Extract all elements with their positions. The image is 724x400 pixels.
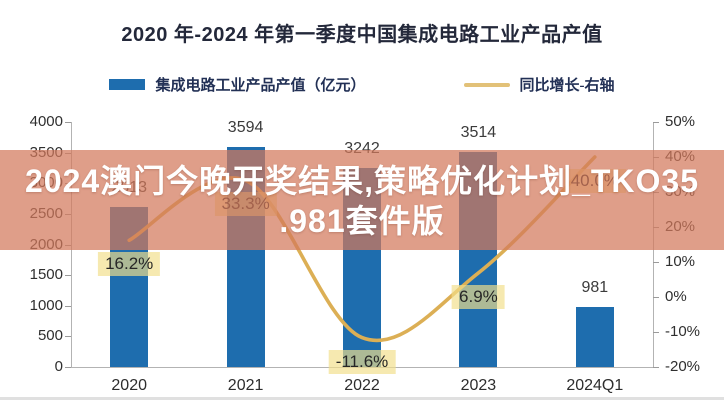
overlay-text-line2: .981套件版 — [279, 203, 445, 239]
y-axis-left-tick — [65, 122, 71, 123]
y-axis-left-tick — [65, 305, 71, 307]
y-axis-left-tick-label: 1500 — [29, 266, 63, 284]
growth-pct-label-2023: 6.9% — [452, 284, 505, 309]
legend-item-line: 同比增长-右轴 — [463, 74, 615, 95]
x-axis-label-2024Q1: 2024Q1 — [566, 377, 624, 394]
growth-pct-label-2022: -11.6% — [328, 349, 396, 374]
x-axis-label-2023: 2023 — [460, 377, 497, 394]
bar-value-label-2021: 3594 — [227, 118, 264, 136]
y-axis-right-tick — [653, 332, 659, 333]
growth-pct-label-2020: 16.2% — [98, 252, 161, 277]
y-axis-left-tick-label: 500 — [37, 327, 63, 345]
y-axis-right-tick — [653, 297, 659, 298]
bar-2024Q1 — [575, 306, 614, 367]
overlay-text-line1: 2024澳门今晚开奖结果,策略优化计划_TKO35 — [24, 163, 700, 199]
y-axis-left-tick — [65, 367, 71, 368]
y-axis-left-tick — [65, 275, 71, 277]
legend-bar-label: 集成电路工业产品产值（亿元） — [155, 78, 366, 94]
x-axis-label-2020: 2020 — [111, 377, 147, 394]
y-axis-left-tick-label: 1000 — [29, 296, 63, 314]
x-axis-label-2022: 2022 — [344, 377, 380, 394]
y-axis-left-tick-label: 4000 — [29, 113, 63, 130]
y-axis-right-tick-label: 0% — [665, 288, 687, 305]
x-axis-label-2021: 2021 — [227, 377, 264, 394]
bottom-divider — [0, 397, 724, 400]
y-axis-left-tick-label: 0 — [54, 358, 63, 375]
y-axis-right-tick — [653, 122, 659, 123]
chart-title: 2020 年-2024 年第一季度中国集成电路工业产品产值 — [121, 24, 603, 46]
overlay-watermark-text: 2024澳门今晚开奖结果,策略优化计划_TKO35 .981套件版 — [0, 161, 724, 241]
bar-value-label-2023: 3514 — [460, 123, 497, 141]
bar-value-label-2024Q1: 981 — [581, 278, 609, 296]
legend-line-swatch-icon — [463, 82, 510, 87]
y-axis-right-tick-label: -20% — [665, 358, 701, 375]
legend: 集成电路工业产品产值（亿元） 同比增长-右轴 — [0, 74, 724, 95]
y-axis-right-tick — [653, 262, 659, 263]
legend-item-bar: 集成电路工业产品产值（亿元） — [109, 74, 366, 95]
legend-bar-swatch-icon — [109, 79, 146, 90]
y-axis-right-tick-label: 10% — [665, 253, 696, 270]
legend-line-label: 同比增长-右轴 — [519, 78, 615, 94]
y-axis-right-tick — [653, 367, 659, 368]
y-axis-left-tick — [65, 336, 71, 338]
y-axis-right-tick-label: -10% — [665, 323, 701, 340]
y-axis-right-tick-label: 50% — [665, 113, 696, 130]
